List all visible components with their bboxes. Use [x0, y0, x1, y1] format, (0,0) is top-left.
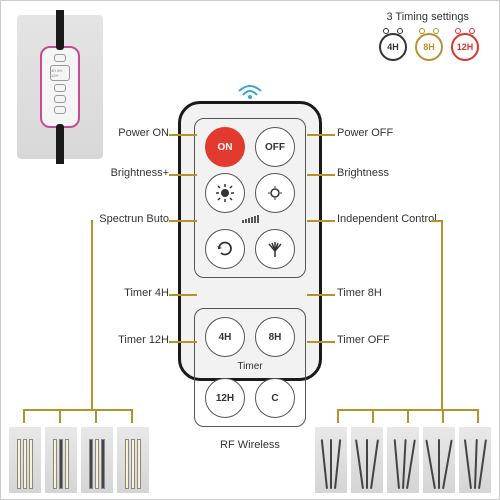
connector: [169, 174, 197, 176]
main-button-group: ON OFF: [194, 118, 306, 278]
clock-8h-icon: 8H: [415, 33, 443, 61]
thumb: [81, 427, 113, 493]
thumb: [423, 427, 455, 493]
connector: [169, 220, 197, 222]
thumb: [45, 427, 77, 493]
brightness-bars-icon: [203, 215, 297, 223]
power-off-button[interactable]: OFF: [255, 127, 295, 167]
timer-button-group: 4H 8H Timer 12H C: [194, 308, 306, 427]
timing-settings-header: 3 Timing settings: [386, 11, 471, 23]
connector: [307, 134, 335, 136]
label-timer-off: Timer OFF: [337, 334, 390, 346]
connector: [441, 220, 443, 410]
label-timer12: Timer 12H: [113, 334, 169, 346]
independent-control-button[interactable]: [255, 229, 295, 269]
controller-photo: 4H 8H 12H: [17, 15, 103, 159]
thumb: [315, 427, 347, 493]
label-timer4: Timer 4H: [119, 287, 169, 299]
connector: [23, 409, 25, 423]
connector: [431, 220, 443, 222]
brightness-down-button[interactable]: [255, 173, 295, 213]
thumb: [387, 427, 419, 493]
spectrum-button[interactable]: [205, 229, 245, 269]
wireless-icon: [235, 77, 265, 99]
power-on-button[interactable]: ON: [205, 127, 245, 167]
remote-control: ON OFF 4H 8H Timer 12H C RF Wireless: [178, 101, 322, 381]
label-independent: Independent Control: [337, 213, 437, 225]
connector: [169, 134, 197, 136]
connector: [307, 220, 335, 222]
thumb: [117, 427, 149, 493]
label-spectrum: Spectrun Buto: [91, 213, 169, 225]
connector: [337, 409, 339, 423]
connector: [307, 294, 335, 296]
inline-controller: 4H 8H 12H: [40, 46, 80, 128]
brightness-up-button[interactable]: [205, 173, 245, 213]
timer-12h-button[interactable]: 12H: [205, 378, 245, 418]
connector: [23, 409, 131, 411]
label-timer8: Timer 8H: [337, 287, 382, 299]
timing-title: 3 Timing settings: [386, 11, 469, 23]
connector: [131, 409, 133, 423]
thumb: [351, 427, 383, 493]
label-brightness-plus: Brightness+: [103, 167, 169, 179]
connector: [91, 220, 93, 410]
spectrum-gallery: [9, 427, 149, 493]
connector: [477, 409, 479, 423]
label-brightness: Brightness: [337, 167, 389, 179]
clock-12h-icon: 12H: [451, 33, 479, 61]
timing-clocks: 4H 8H 12H: [379, 33, 479, 61]
connector: [307, 341, 335, 343]
connector: [169, 294, 197, 296]
timer-group-label: Timer: [203, 361, 297, 372]
clock-4h-icon: 4H: [379, 33, 407, 61]
connector: [442, 409, 444, 423]
label-power-off: Power OFF: [337, 127, 393, 139]
thumb: [9, 427, 41, 493]
connector: [169, 341, 197, 343]
connector: [59, 409, 61, 423]
thumb: [459, 427, 491, 493]
connector: [95, 409, 97, 423]
label-power-on: Power ON: [109, 127, 169, 139]
connector: [372, 409, 374, 423]
brand-label: RF Wireless: [220, 439, 280, 451]
timer-8h-button[interactable]: 8H: [255, 317, 295, 357]
connector: [307, 174, 335, 176]
timer-cancel-button[interactable]: C: [255, 378, 295, 418]
independent-gallery: [315, 427, 491, 493]
timer-4h-button[interactable]: 4H: [205, 317, 245, 357]
connector: [407, 409, 409, 423]
